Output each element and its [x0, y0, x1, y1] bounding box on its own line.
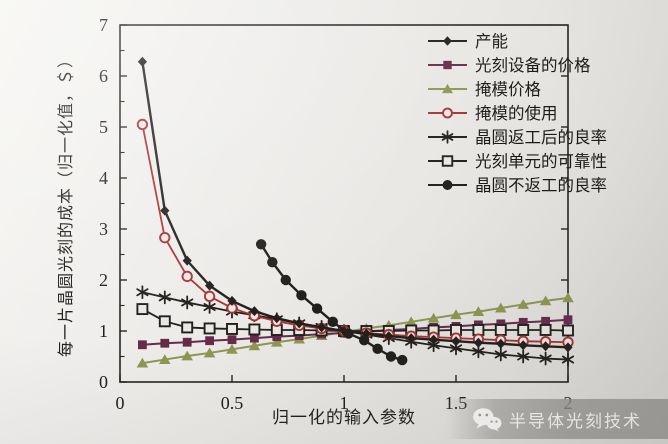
legend-item-no_rework_yield: 晶圆不返工的良率	[428, 176, 607, 195]
y-axis-title: 每一片晶圆光刻的成本（归一化值，＄）	[58, 51, 75, 358]
legend-label: 产能	[475, 32, 508, 51]
wechat-icon	[473, 407, 502, 432]
y-tick-label: 0	[99, 372, 108, 392]
x-axis-title: 归一化的输入参数	[272, 408, 416, 427]
y-tick-label: 7	[99, 15, 108, 35]
y-tick-label: 2	[99, 270, 108, 290]
series-no_rework_yield	[255, 239, 408, 366]
x-tick-label: 0	[116, 393, 125, 413]
y-tick-label: 4	[99, 168, 108, 188]
legend-item-rework_yield: 晶圆返工后的良率	[428, 128, 607, 147]
y-tick-label: 1	[99, 321, 108, 341]
legend-label: 掩模的使用	[475, 104, 558, 123]
series-reliability	[136, 303, 574, 337]
x-tick-label: 1	[340, 393, 349, 413]
x-tick-label: 0.5	[221, 393, 244, 413]
watermark: 半导体光刻技术	[446, 399, 668, 439]
axis-ticks	[119, 24, 569, 383]
legend-label: 晶圆不返工的良率	[475, 176, 607, 195]
watermark-text: 半导体光刻技术	[509, 411, 642, 431]
legend: 产能光刻设备的价格掩模价格掩模的使用晶圆返工后的良率光刻单元的可靠性晶圆不返工的…	[428, 32, 607, 195]
legend-item-throughput: 产能	[428, 32, 508, 51]
series-throughput	[137, 56, 573, 353]
legend-item-reliability: 光刻单元的可靠性	[428, 152, 607, 171]
legend-item-tool_price: 光刻设备的价格	[428, 56, 591, 75]
legend-label: 晶圆返工后的良率	[475, 128, 607, 147]
legend-item-mask_use: 掩模的使用	[428, 104, 558, 123]
y-tick-label: 3	[99, 219, 108, 239]
y-tick-label: 6	[99, 66, 108, 86]
y-tick-label: 5	[99, 117, 108, 137]
y-tick-labels: 0 1 2 3 4 5 6 7	[99, 15, 108, 392]
legend-label: 光刻单元的可靠性	[475, 152, 607, 171]
legend-item-mask_price: 掩模价格	[428, 80, 542, 99]
legend-label: 掩模价格	[475, 80, 542, 99]
legend-label: 光刻设备的价格	[475, 56, 591, 75]
